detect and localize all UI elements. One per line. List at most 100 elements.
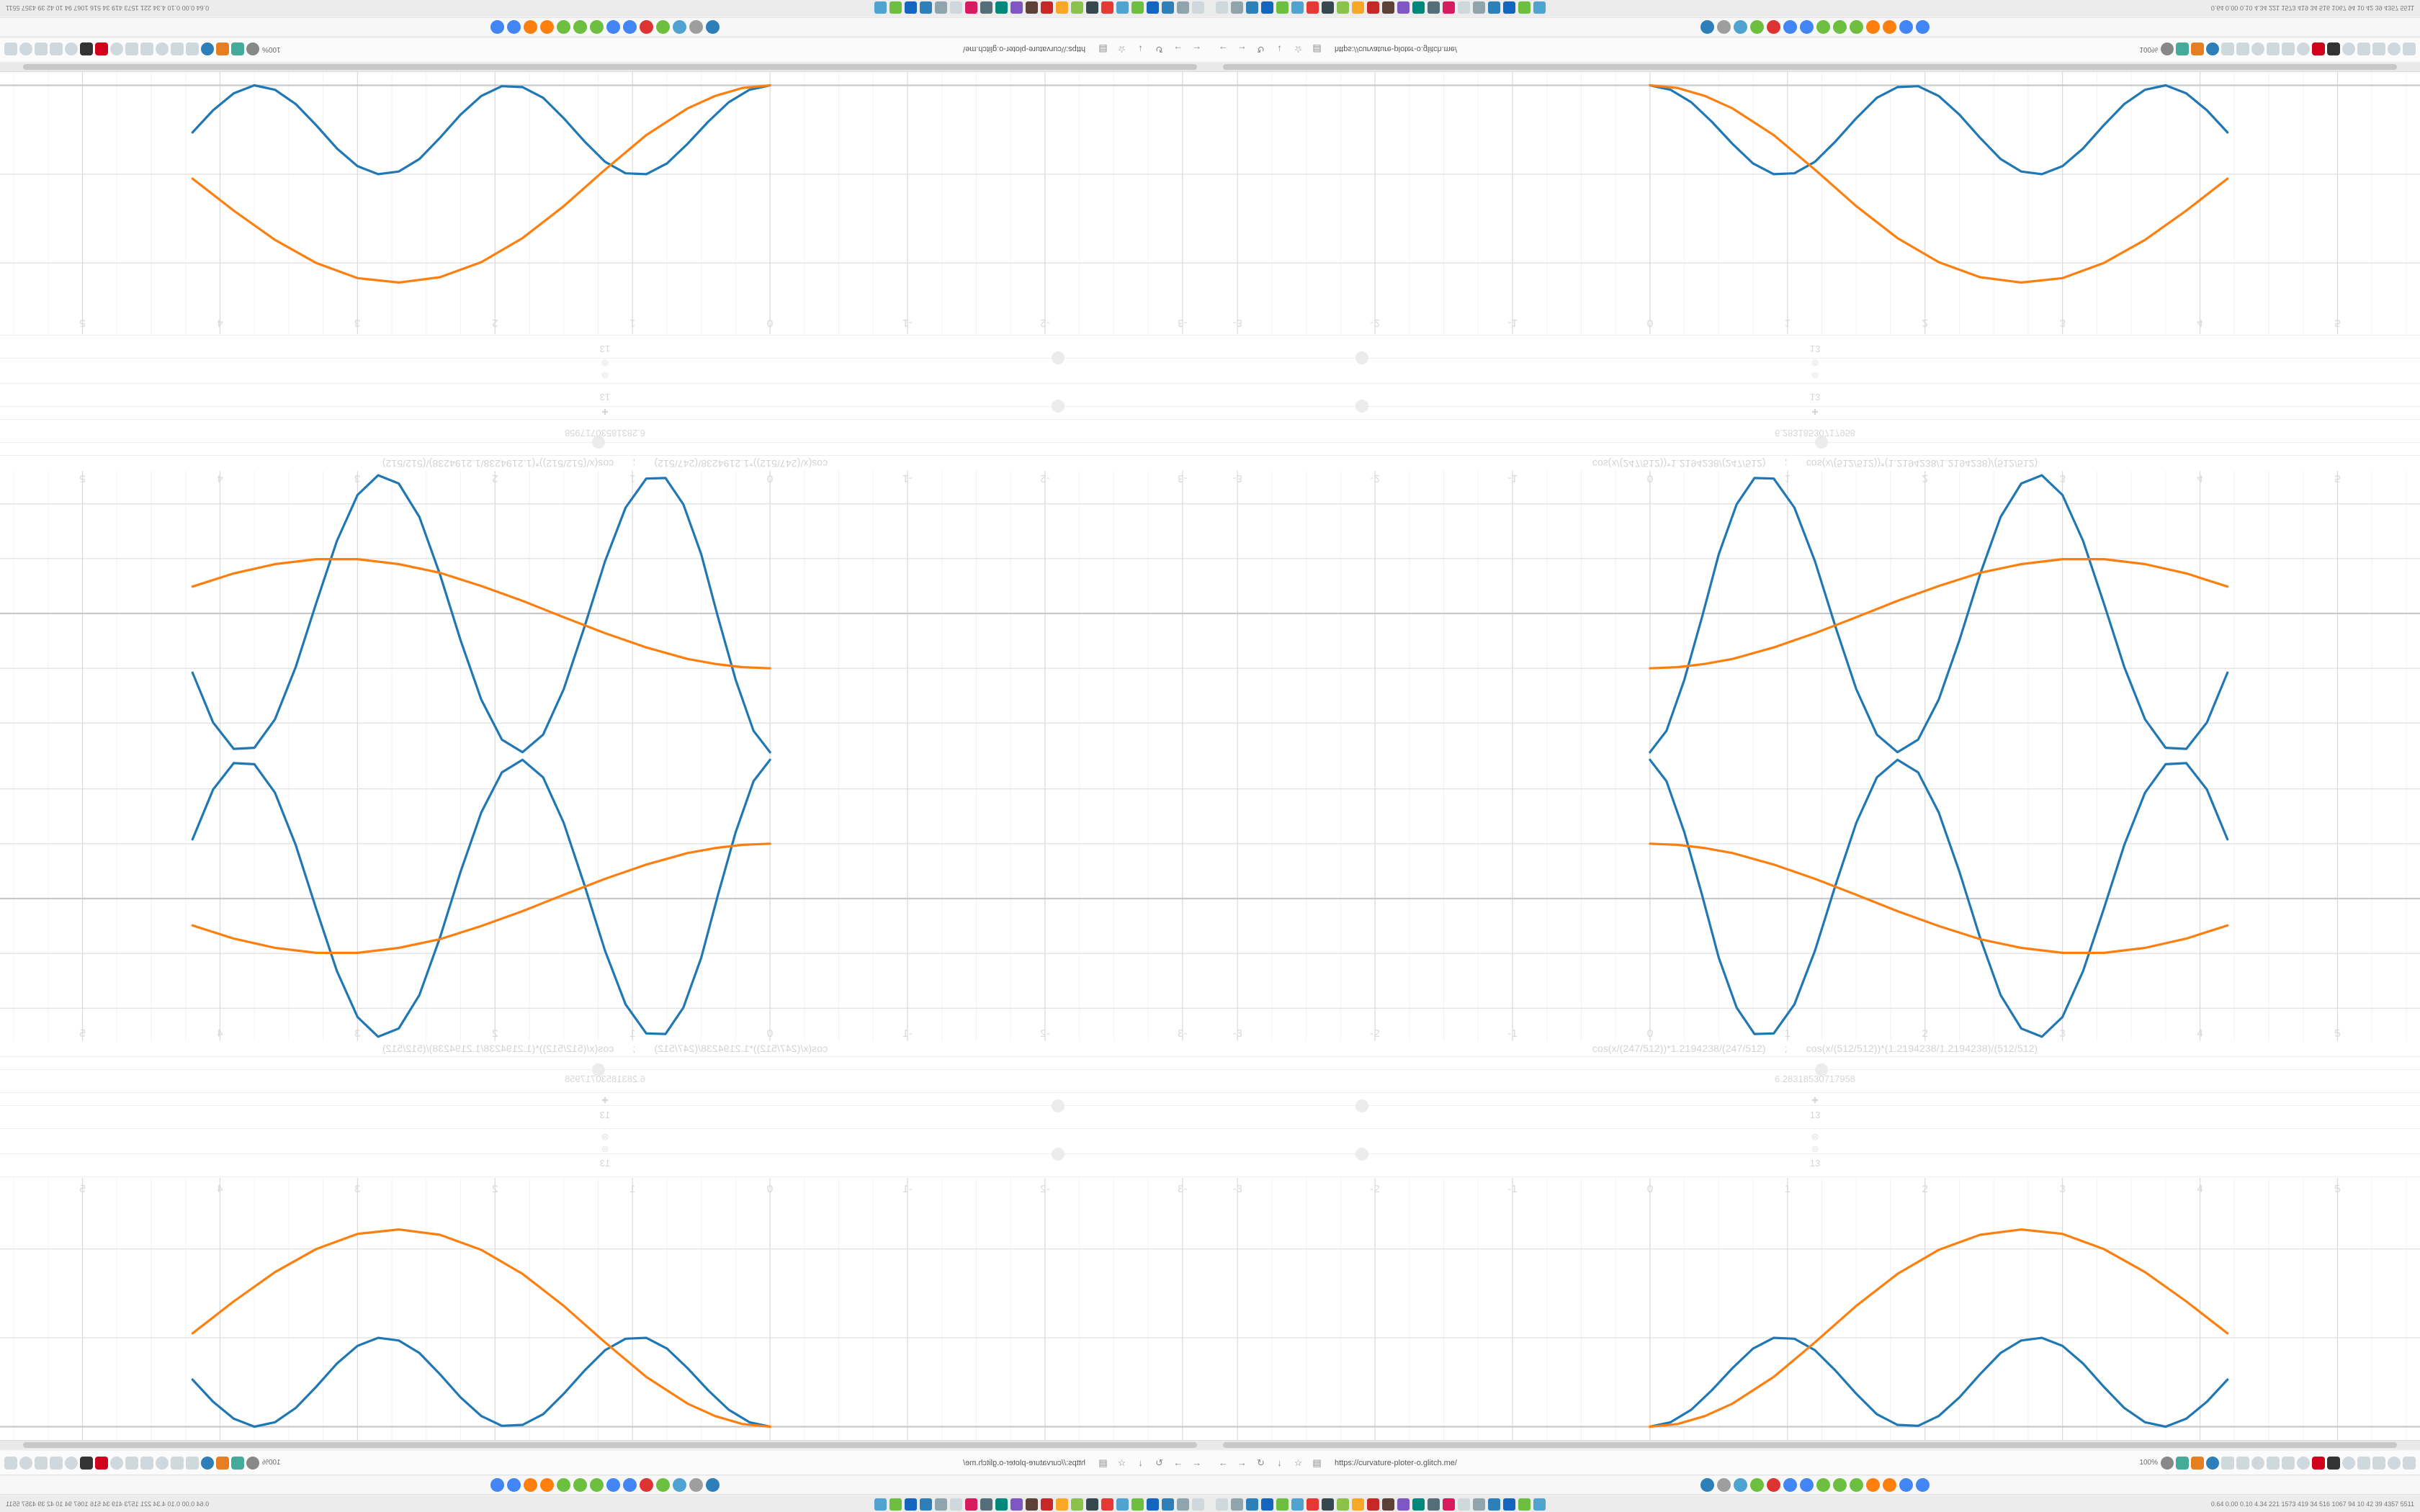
g-icon[interactable]	[1899, 1478, 1913, 1492]
taskbar-item-15[interactable]	[1443, 1498, 1455, 1511]
slider-track[interactable]	[1210, 1153, 2420, 1154]
bookmark-star-icon[interactable]: ☆	[1117, 1457, 1126, 1468]
taskbar-item-13[interactable]	[1412, 1, 1425, 14]
g-icon[interactable]	[1833, 1478, 1847, 1492]
back-icon[interactable]: ←	[1219, 1457, 1228, 1468]
ublock-icon[interactable]	[95, 1456, 108, 1470]
account-icon[interactable]	[2388, 1456, 2401, 1470]
trash-icon[interactable]	[140, 42, 153, 56]
lower-plot[interactable]: -3 -2 -1 0 1 2 3 4 5	[1210, 72, 2420, 334]
g-icon[interactable]	[1816, 1478, 1830, 1492]
taskbar-item-10[interactable]	[1041, 1498, 1053, 1511]
mute-icon[interactable]	[1717, 20, 1731, 34]
taskbar-item-19[interactable]	[905, 1498, 917, 1511]
g-icon[interactable]	[640, 20, 653, 34]
taskbar-item-11[interactable]	[1026, 1, 1038, 14]
plus-icon[interactable]	[2221, 42, 2234, 56]
g-icon[interactable]	[1883, 20, 1896, 34]
taskbar-item-8[interactable]	[1337, 1, 1349, 14]
taskbar-item-6[interactable]	[1101, 1498, 1113, 1511]
gear-icon[interactable]	[540, 1478, 554, 1492]
taskbar-item-5[interactable]	[1116, 1498, 1129, 1511]
compass-icon[interactable]	[1750, 1478, 1764, 1492]
tor-icon[interactable]	[156, 42, 169, 56]
reload-icon[interactable]: ↻	[1155, 1457, 1163, 1468]
menu-icon[interactable]	[4, 1456, 17, 1470]
taskbar-item-14[interactable]	[1428, 1, 1440, 14]
pocket-icon[interactable]	[246, 1456, 259, 1470]
taskbar-item-17[interactable]	[1473, 1, 1485, 14]
g-icon[interactable]	[590, 20, 604, 34]
news-icon[interactable]	[1916, 20, 1930, 34]
taskbar-item-14[interactable]	[980, 1, 992, 14]
menu-icon[interactable]	[2403, 42, 2416, 56]
forward-icon[interactable]: →	[1237, 1457, 1247, 1468]
puzzle-icon[interactable]	[2282, 1456, 2295, 1470]
map-icon[interactable]	[1734, 1478, 1747, 1492]
taskbar-item-12[interactable]	[1010, 1, 1023, 14]
taskbar-item-6[interactable]	[1101, 1, 1113, 14]
globe-icon[interactable]	[2327, 42, 2340, 56]
slider-track[interactable]	[0, 406, 1210, 407]
taskbar-item-20[interactable]	[889, 1, 902, 14]
mute-icon[interactable]	[689, 20, 703, 34]
upper-plot[interactable]: -3 -2 -1 0 1 2 3 4 5	[1210, 756, 2420, 1041]
g-icon[interactable]	[507, 20, 521, 34]
slider-track[interactable]	[1210, 358, 2420, 359]
slider-samples-lower[interactable]: 13	[1210, 1148, 2420, 1177]
upper-plot[interactable]: -3 -2 -1 0 1 2 3 4 5	[0, 471, 1210, 756]
taskbar-item-10[interactable]	[1041, 1, 1053, 14]
reload-icon[interactable]: ↻	[1155, 44, 1163, 55]
gear-icon[interactable]	[540, 20, 554, 34]
translate-icon[interactable]	[2176, 42, 2189, 56]
shield-icon[interactable]	[2191, 42, 2204, 56]
taskbar-item-6[interactable]	[1307, 1498, 1319, 1511]
taskbar-item-3[interactable]	[1261, 1, 1273, 14]
news-icon[interactable]	[706, 1478, 720, 1492]
news-icon[interactable]	[490, 1478, 504, 1492]
download-icon[interactable]: ↓	[1138, 1457, 1143, 1468]
g-icon[interactable]	[1767, 1478, 1780, 1492]
ublock-icon[interactable]	[2312, 42, 2325, 56]
g-icon[interactable]	[507, 1478, 521, 1492]
taskbar-item-13[interactable]	[1412, 1498, 1425, 1511]
gear-icon[interactable]	[1866, 1478, 1880, 1492]
gear-icon[interactable]	[1866, 20, 1880, 34]
taskbar-item-13[interactable]	[995, 1498, 1008, 1511]
g-icon[interactable]	[1800, 20, 1814, 34]
g-icon[interactable]	[524, 20, 537, 34]
slider-samples-lower[interactable]: 13	[1210, 335, 2420, 364]
compass-icon[interactable]	[656, 20, 670, 34]
news-icon[interactable]	[1916, 1478, 1930, 1492]
gear-icon[interactable]	[557, 20, 570, 34]
taskbar-item-11[interactable]	[1026, 1498, 1038, 1511]
puzzle-icon[interactable]	[125, 1456, 138, 1470]
taskbar-item-19[interactable]	[1503, 1, 1515, 14]
slider-period-upper[interactable]: 6.28318530717958	[1210, 419, 2420, 449]
taskbar-item-3[interactable]	[1147, 1, 1159, 14]
download-icon[interactable]: ↓	[1277, 1457, 1282, 1468]
slider-period-upper[interactable]: 6.28318530717958	[0, 1063, 1210, 1093]
g-icon[interactable]	[606, 20, 620, 34]
sync-icon[interactable]	[201, 42, 214, 56]
taskbar-item-18[interactable]	[1488, 1, 1500, 14]
forward-icon[interactable]: →	[1237, 44, 1247, 55]
forward-icon[interactable]: →	[1173, 44, 1183, 55]
trash-icon[interactable]	[140, 1456, 153, 1470]
taskbar-item-4[interactable]	[1131, 1498, 1144, 1511]
g-icon[interactable]	[1800, 1478, 1814, 1492]
taskbar-item-12[interactable]	[1397, 1, 1410, 14]
url-text[interactable]: https://curvature-ploter-o.glitch.me/	[963, 1458, 1085, 1467]
taskbar-item-7[interactable]	[1086, 1, 1098, 14]
back-icon[interactable]: ←	[1192, 1457, 1201, 1468]
taskbar-item-3[interactable]	[1147, 1498, 1159, 1511]
clipboard-icon[interactable]	[110, 1456, 123, 1470]
globe-icon[interactable]	[80, 42, 93, 56]
gear-icon[interactable]	[2372, 1456, 2385, 1470]
wrench-icon[interactable]	[2357, 1456, 2370, 1470]
compass-icon[interactable]	[656, 1478, 670, 1492]
taskbar-item-1[interactable]	[1231, 1498, 1243, 1511]
download-icon[interactable]: ↓	[1138, 44, 1143, 55]
map-icon[interactable]	[1734, 20, 1747, 34]
mute-icon[interactable]	[689, 1478, 703, 1492]
